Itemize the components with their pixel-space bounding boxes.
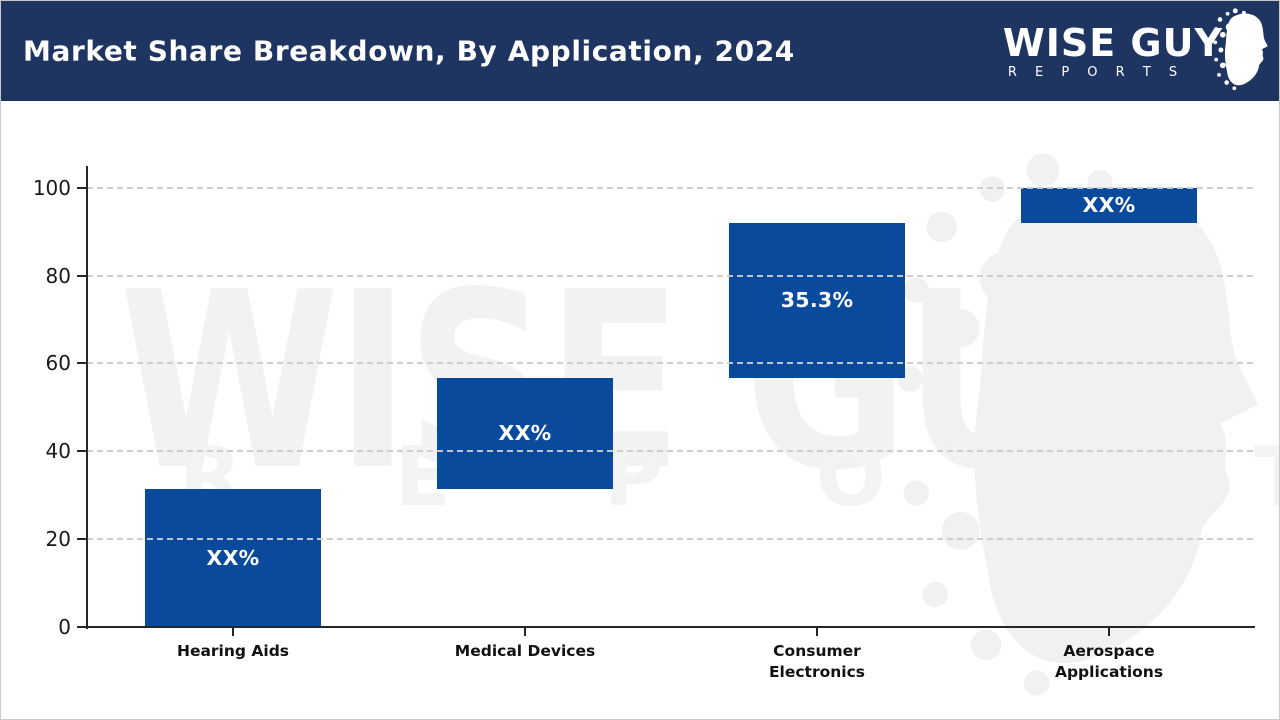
gridline-100 (87, 186, 1255, 189)
bar-value-label: XX% (206, 545, 260, 570)
y-tick-mark (77, 186, 86, 189)
header-banner: Market Share Breakdown, By Application, … (1, 1, 1279, 101)
bar-3: XX% (1021, 187, 1197, 223)
gridline-60 (87, 362, 1255, 365)
bar-value-label: XX% (1082, 193, 1136, 218)
bar-2: 35.3% (729, 222, 905, 378)
y-tick-label: 80 (45, 263, 71, 288)
gridline-20 (87, 538, 1255, 541)
x-tick-label: Aerospace Applications (1054, 642, 1164, 681)
logo-face-icon (1213, 8, 1268, 91)
y-tick-label: 40 (45, 439, 71, 464)
y-axis-line (86, 166, 88, 629)
x-tick-mark (232, 628, 234, 636)
logo-wordmark: WISE GUY (1002, 20, 1223, 65)
y-tick-mark (77, 362, 86, 365)
x-axis-line (86, 626, 1255, 628)
bar-value-label: XX% (498, 421, 552, 446)
gridline-40 (87, 450, 1255, 453)
x-tick-mark (1108, 628, 1110, 636)
bar-value-label: 35.3% (780, 288, 854, 313)
y-tick-mark (77, 538, 86, 541)
bar-1: XX% (437, 377, 613, 489)
chart-title: Market Share Breakdown, By Application, … (23, 34, 795, 68)
logo-text: WISE GUY R E P O R T S (1003, 24, 1223, 79)
y-tick-label: 0 (58, 615, 71, 639)
logo-subtitle: R E P O R T S (1007, 64, 1185, 80)
y-tick-mark (77, 450, 86, 453)
x-tick-mark (524, 628, 526, 636)
y-tick-mark (77, 274, 86, 277)
wiseguy-logo: WISE GUY R E P O R T S (1003, 7, 1273, 95)
x-tick-mark (816, 628, 818, 636)
y-tick-label: 100 (32, 175, 71, 200)
y-tick-label: 20 (45, 527, 71, 552)
bar-0: XX% (145, 488, 321, 627)
gridline-80 (87, 274, 1255, 277)
x-tick-label: Hearing Aids (176, 642, 290, 660)
x-tick-label: Medical Devices (454, 642, 596, 660)
y-tick-mark (77, 626, 86, 628)
y-tick-label: 60 (45, 351, 71, 376)
x-tick-label: Consumer Electronics (768, 642, 866, 681)
